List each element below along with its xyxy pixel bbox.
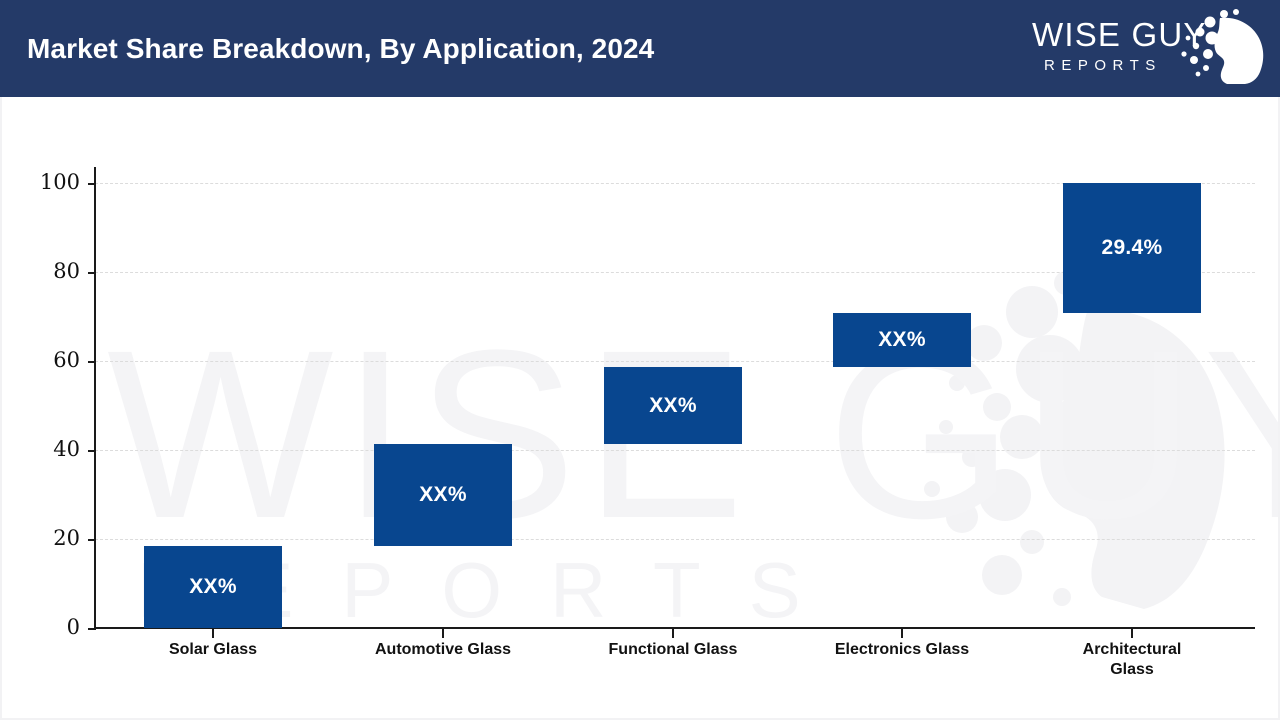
x-axis-label-solar-glass: Solar Glass xyxy=(168,641,258,658)
page-title: Market Share Breakdown, By Application, … xyxy=(27,33,655,64)
y-tick-mark-60 xyxy=(88,361,95,363)
y-tick-mark-80 xyxy=(88,272,95,274)
page-header: Market Share Breakdown, By Application, … xyxy=(0,0,1280,97)
gridline-100 xyxy=(95,183,1255,184)
x-tick-mark-automotive-glass xyxy=(442,629,444,638)
gridline-60 xyxy=(95,361,1255,362)
bar-solar-glass[interactable]: XX% xyxy=(144,546,282,628)
y-tick-mark-0 xyxy=(88,628,95,630)
y-tick-label-40: 40 xyxy=(53,437,80,461)
y-tick-mark-40 xyxy=(88,450,95,452)
chart-container: WISE GUY REPORTS 100 80 xyxy=(0,97,1280,720)
svg-text:WISE GUY: WISE GUY xyxy=(1032,16,1207,53)
y-tick-label-60: 60 xyxy=(53,348,80,372)
x-tick-mark-solar-glass xyxy=(212,629,214,638)
y-tick-label-80: 80 xyxy=(53,259,80,283)
bar-label-architectural-glass: 29.4% xyxy=(1101,236,1163,259)
bar-label-functional-glass: XX% xyxy=(649,393,697,417)
bar-electronics-glass[interactable]: XX% xyxy=(833,313,971,367)
gridline-20 xyxy=(95,539,1255,540)
plot-area: 100 80 60 40 20 0 xyxy=(2,97,1278,718)
bar-label-electronics-glass: XX% xyxy=(878,328,926,351)
svg-text:REPORTS: REPORTS xyxy=(1044,57,1162,74)
y-tick-label-20: 20 xyxy=(53,526,80,550)
gridline-40 xyxy=(95,450,1255,451)
bar-label-automotive-glass: XX% xyxy=(419,483,467,506)
y-tick-label-100: 100 xyxy=(39,170,80,194)
bar-functional-glass[interactable]: XX% xyxy=(604,367,742,444)
x-axis-label-functional-glass: Functional Glass xyxy=(608,641,738,658)
x-axis-line xyxy=(94,627,1255,629)
x-axis-label-automotive-glass: Automotive Glass xyxy=(374,641,512,658)
x-tick-mark-functional-glass xyxy=(672,629,674,638)
bar-architectural-glass[interactable]: 29.4% xyxy=(1063,183,1201,313)
y-tick-label-0: 0 xyxy=(66,615,80,639)
wise-guy-reports-logo: WISE GUY REPORTS xyxy=(1024,8,1272,88)
y-tick-mark-100 xyxy=(88,183,95,185)
x-axis-label-electronics-glass: Electronics Glass xyxy=(834,641,970,658)
bar-label-solar-glass: XX% xyxy=(189,575,237,598)
x-axis-label-architectural-glass: Architectural Glass xyxy=(1082,641,1182,679)
x-tick-mark-architectural-glass xyxy=(1131,629,1133,638)
x-tick-mark-electronics-glass xyxy=(901,629,903,638)
gridline-80 xyxy=(95,272,1255,273)
bar-automotive-glass[interactable]: XX% xyxy=(374,444,512,546)
y-axis-line xyxy=(94,167,96,630)
y-tick-mark-20 xyxy=(88,539,95,541)
